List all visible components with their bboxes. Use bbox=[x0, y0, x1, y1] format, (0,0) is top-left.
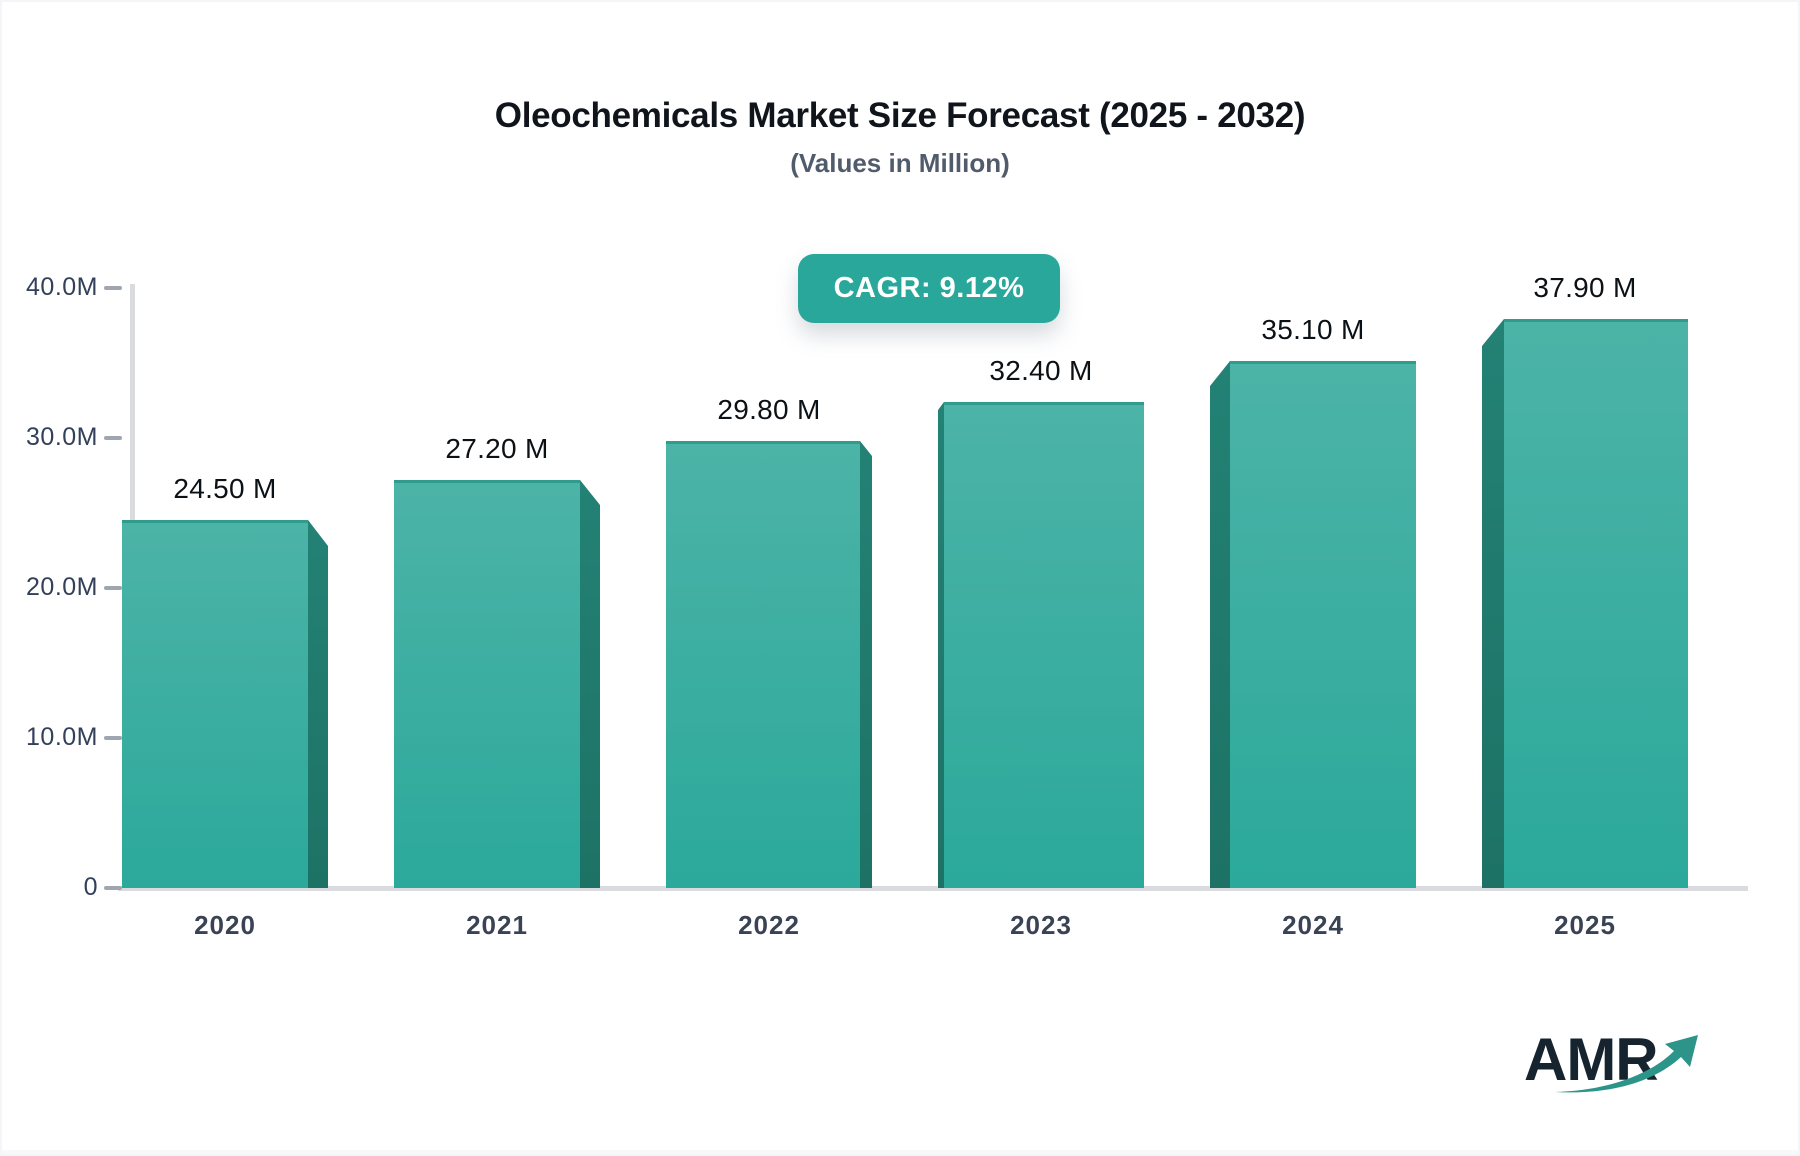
y-axis-tick-40.0M bbox=[104, 286, 122, 290]
bar-2020 bbox=[122, 520, 328, 888]
x-axis-label-2025: 2025 bbox=[1554, 910, 1616, 940]
y-axis-tick-30.0M bbox=[104, 436, 122, 440]
bar-value-label-2021: 27.20 M bbox=[445, 433, 549, 464]
x-axis-label-2021: 2021 bbox=[466, 910, 528, 940]
amr-logo-arrow-icon bbox=[1555, 1035, 1698, 1093]
bar-face-2024 bbox=[1230, 361, 1416, 888]
x-axis-label-2022: 2022 bbox=[738, 910, 800, 940]
cagr-badge: CAGR: 9.12% bbox=[798, 254, 1060, 323]
y-axis-label-0: 0 bbox=[83, 873, 98, 901]
x-axis-label-2020: 2020 bbox=[194, 910, 256, 940]
bar-value-label-2023: 32.40 M bbox=[989, 355, 1093, 386]
bar-side-2025 bbox=[1482, 319, 1504, 888]
y-axis-label-10.0M: 10.0M bbox=[26, 723, 98, 751]
bar-2022 bbox=[666, 441, 872, 888]
bar-face-2023 bbox=[944, 402, 1144, 888]
bar-2025 bbox=[1482, 319, 1688, 888]
bar-face-2021 bbox=[394, 480, 580, 888]
bar-value-label-2025: 37.90 M bbox=[1533, 272, 1637, 303]
bar-2023 bbox=[938, 402, 1144, 888]
bar-2021 bbox=[394, 480, 600, 888]
y-axis-tick-20.0M bbox=[104, 586, 122, 590]
bar-side-2021 bbox=[580, 480, 600, 888]
x-axis-label-2023: 2023 bbox=[1010, 910, 1072, 940]
bar-value-label-2024: 35.10 M bbox=[1261, 314, 1365, 345]
bar-value-label-2022: 29.80 M bbox=[717, 394, 821, 425]
cagr-badge-label: CAGR: 9.12% bbox=[833, 272, 1025, 304]
bar-face-2022 bbox=[666, 441, 860, 888]
bar-2024 bbox=[1210, 361, 1416, 888]
bar-face-2025 bbox=[1504, 319, 1688, 888]
amr-logo: AMR bbox=[1524, 1030, 1764, 1120]
x-axis-label-2024: 2024 bbox=[1282, 910, 1344, 940]
x-axis-line bbox=[118, 886, 1748, 891]
bar-value-label-2020: 24.50 M bbox=[173, 473, 277, 504]
bar-side-2022 bbox=[860, 441, 872, 888]
bar-side-2023 bbox=[938, 402, 944, 888]
bar-side-2020 bbox=[308, 520, 328, 888]
chart-subtitle: (Values in Million) bbox=[790, 148, 1010, 178]
y-axis-label-20.0M: 20.0M bbox=[26, 573, 98, 601]
bar-face-2020 bbox=[122, 520, 308, 888]
y-axis-label-40.0M: 40.0M bbox=[26, 273, 98, 301]
y-axis-label-30.0M: 30.0M bbox=[26, 423, 98, 451]
chart-title: Oleochemicals Market Size Forecast (2025… bbox=[494, 96, 1306, 135]
y-axis-tick-10.0M bbox=[104, 736, 122, 740]
bar-side-2024 bbox=[1210, 361, 1230, 888]
y-axis-tick-0 bbox=[104, 886, 122, 890]
